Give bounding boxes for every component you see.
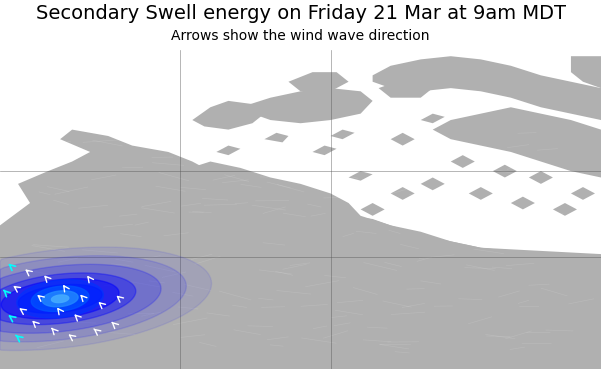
- Polygon shape: [1, 279, 119, 319]
- Polygon shape: [361, 203, 385, 216]
- Polygon shape: [18, 284, 102, 313]
- Polygon shape: [511, 114, 535, 127]
- Polygon shape: [349, 171, 373, 181]
- Polygon shape: [571, 56, 601, 88]
- Polygon shape: [0, 256, 186, 342]
- Polygon shape: [373, 56, 601, 120]
- Polygon shape: [216, 146, 240, 155]
- Text: Arrows show the wind wave direction: Arrows show the wind wave direction: [171, 29, 430, 43]
- Polygon shape: [469, 187, 493, 200]
- Polygon shape: [42, 291, 78, 307]
- Polygon shape: [0, 247, 212, 351]
- Polygon shape: [511, 197, 535, 210]
- Polygon shape: [0, 264, 161, 333]
- Polygon shape: [168, 162, 601, 369]
- Polygon shape: [493, 165, 517, 177]
- Polygon shape: [481, 133, 505, 142]
- Polygon shape: [391, 187, 415, 200]
- Polygon shape: [313, 146, 337, 155]
- Polygon shape: [264, 133, 288, 142]
- Polygon shape: [35, 290, 85, 307]
- Polygon shape: [288, 72, 349, 91]
- Polygon shape: [433, 107, 601, 177]
- Polygon shape: [391, 133, 415, 146]
- Polygon shape: [0, 130, 601, 369]
- Polygon shape: [240, 88, 373, 123]
- Polygon shape: [192, 101, 264, 130]
- Polygon shape: [331, 130, 355, 139]
- Polygon shape: [379, 82, 433, 98]
- Text: Secondary Swell energy on Friday 21 Mar at 9am MDT: Secondary Swell energy on Friday 21 Mar …: [35, 4, 566, 24]
- Polygon shape: [451, 155, 475, 168]
- Polygon shape: [541, 133, 565, 146]
- Polygon shape: [31, 286, 89, 311]
- Polygon shape: [553, 203, 577, 216]
- Polygon shape: [529, 171, 553, 184]
- Polygon shape: [421, 177, 445, 190]
- Polygon shape: [571, 187, 595, 200]
- Polygon shape: [0, 273, 136, 325]
- Polygon shape: [52, 295, 69, 303]
- Polygon shape: [17, 280, 103, 318]
- Polygon shape: [421, 114, 445, 123]
